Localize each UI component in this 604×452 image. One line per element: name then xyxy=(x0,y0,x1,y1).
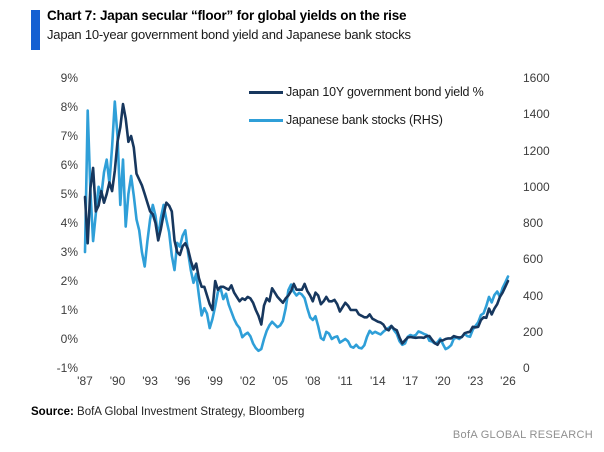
chart-title: Chart 7: Japan secular “floor” for globa… xyxy=(47,8,407,23)
y-left-tick-label: -1% xyxy=(56,361,78,375)
legend-line-swatch-lightblue xyxy=(249,118,283,122)
x-tick-label: '93 xyxy=(142,374,158,388)
chart-legend: Japan 10Y government bond yield % Japane… xyxy=(249,83,484,139)
accent-bar xyxy=(31,10,40,50)
x-tick-label: '17 xyxy=(402,374,419,388)
x-tick-label: '99 xyxy=(207,374,223,388)
series-line-japan-10y-yield xyxy=(83,102,510,347)
source-text: BofA Global Investment Strategy, Bloombe… xyxy=(73,406,305,418)
y-right-tick-label: 1000 xyxy=(523,179,550,194)
y-left-tick-label: 9% xyxy=(60,71,78,85)
legend-label: Japan 10Y government bond yield % xyxy=(286,85,484,99)
legend-line-swatch-navy xyxy=(249,90,283,94)
x-tick-label: '90 xyxy=(109,374,126,388)
x-tick-label: '11 xyxy=(337,374,353,388)
y-right-tick-label: 600 xyxy=(523,252,544,267)
y-left-tick-label: 8% xyxy=(60,100,78,114)
y-left-tick-label: 2% xyxy=(60,274,78,288)
y-left-tick-label: 3% xyxy=(60,245,78,259)
y-right-tick-label: 200 xyxy=(523,324,544,339)
y-left-tick-label: 1% xyxy=(60,303,78,317)
brand-watermark: BofA GLOBAL RESEARCH xyxy=(452,429,593,441)
x-tick-label: '08 xyxy=(304,374,321,388)
y-right-tick-label: 1200 xyxy=(523,143,550,158)
source-label: Source: xyxy=(31,406,74,418)
x-tick-label: '20 xyxy=(435,374,451,388)
y-right-tick-label: 800 xyxy=(523,216,544,230)
x-tick-label: '23 xyxy=(467,374,484,388)
x-tick-label: '26 xyxy=(500,374,516,388)
y-right-tick-label: 400 xyxy=(523,288,544,303)
y-left-tick-label: 0% xyxy=(60,332,78,346)
y-left-tick-label: 5% xyxy=(60,187,78,201)
x-tick-label: '96 xyxy=(174,374,191,388)
series-line-japanese-bank-stocks xyxy=(83,100,510,353)
legend-item-japan-10y: Japan 10Y government bond yield % xyxy=(249,83,484,101)
x-tick-label: '02 xyxy=(239,374,256,388)
legend-label: Japanese bank stocks (RHS) xyxy=(286,113,443,127)
y-left-tick-label: 7% xyxy=(60,129,78,143)
y-right-tick-label: 0 xyxy=(523,361,530,375)
chart-subtitle: Japan 10-year government bond yield and … xyxy=(47,27,411,42)
x-tick-label: '05 xyxy=(272,374,289,388)
x-tick-label: '87 xyxy=(77,374,93,388)
x-tick-label: '14 xyxy=(370,374,386,388)
y-right-tick-label: 1400 xyxy=(523,107,550,122)
y-left-tick-label: 6% xyxy=(60,158,78,172)
legend-item-bank-stocks: Japanese bank stocks (RHS) xyxy=(249,111,483,129)
y-left-tick-label: 4% xyxy=(60,216,78,230)
source-note: Source: BofA Global Investment Strategy,… xyxy=(31,406,304,418)
y-right-tick-label: 1600 xyxy=(523,71,550,85)
